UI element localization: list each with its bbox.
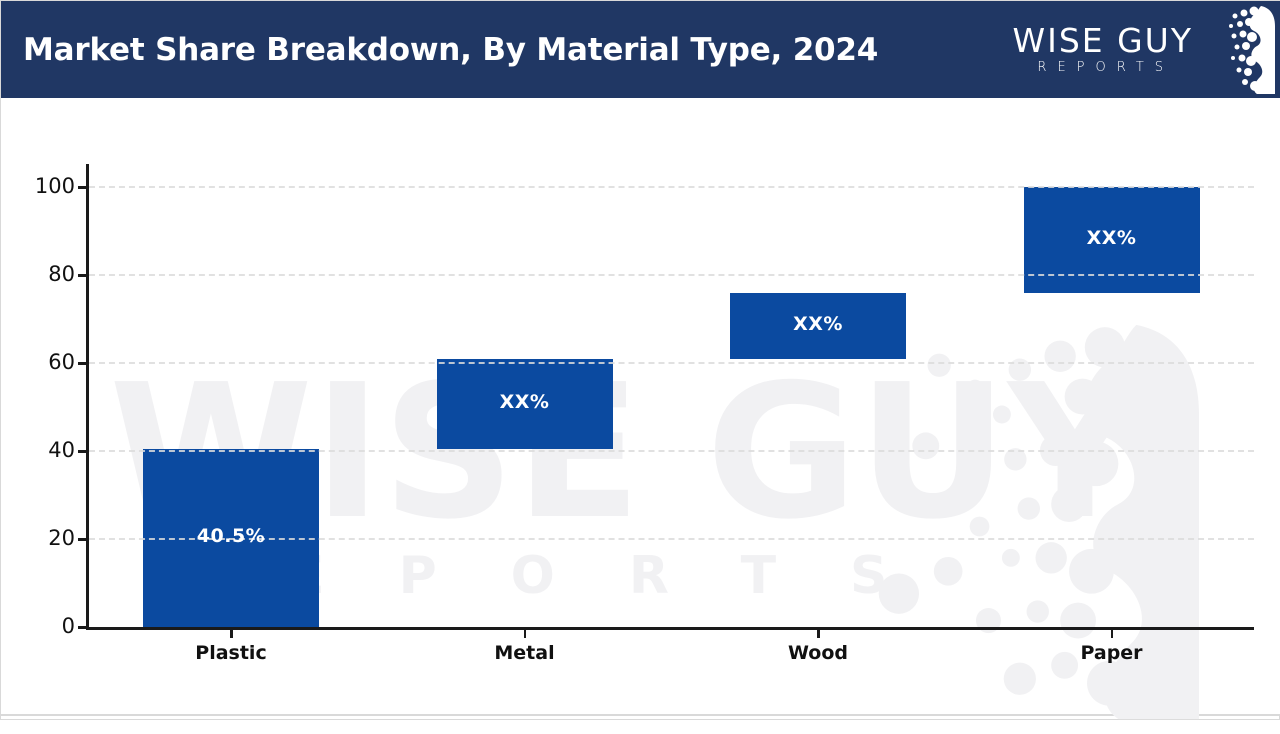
bar-value-label: 40.5% [196,524,266,547]
gridline-20 [89,538,1254,540]
gridline-80 [89,274,1254,276]
bar-wood [730,292,906,359]
y-tick-label: 80 [48,262,75,286]
y-tick-label: 20 [48,526,75,550]
x-category-label: Wood [788,642,848,664]
bottom-rule [1,714,1280,716]
x-tick-mark [230,629,233,638]
gridline-100 [89,186,1254,188]
y-tick-mark [78,538,87,541]
x-tick-mark [523,629,526,638]
y-tick-label: 40 [48,438,75,462]
chart-area: WISE GUY REPORTS 0 20 40 60 80 100 40.5% Plasti… [1,98,1280,720]
x-category-label: Metal [494,642,555,664]
logo-head-dots-icon [1229,5,1275,94]
y-tick-mark [78,186,87,189]
y-tick-label: 0 [61,614,75,638]
wise-guy-logo: WISE GUY REPORTS [1012,3,1275,96]
header-bar: Market Share Breakdown, By Material Type… [1,1,1280,98]
y-tick-label: 60 [48,350,75,374]
bar-plastic [143,448,319,627]
x-axis-line [86,627,1254,630]
x-tick-mark [817,629,820,638]
gridline-60 [89,362,1254,364]
y-tick-label: 100 [34,174,75,198]
page-title: Market Share Breakdown, By Material Type… [23,31,879,68]
x-category-label: Paper [1080,642,1143,664]
y-tick-mark [78,362,87,365]
logo-brand-sub: REPORTS [1037,60,1175,76]
x-category-label: Plastic [195,642,267,664]
y-tick-mark [78,274,87,277]
y-tick-mark [78,626,87,629]
bar-value-label: XX% [1086,226,1137,249]
watermark-head-dots [878,324,1199,720]
y-axis-line [86,164,89,630]
gridline-40 [89,450,1254,452]
logo-text: WISE GUY REPORTS [1012,20,1193,76]
y-tick-mark [78,450,87,453]
bar-metal [436,358,613,449]
bar-value-label: XX% [499,390,550,413]
logo-brand-name: WISE GUY [1012,20,1193,60]
x-tick-mark [1110,629,1113,638]
bar-value-label: XX% [793,312,843,335]
